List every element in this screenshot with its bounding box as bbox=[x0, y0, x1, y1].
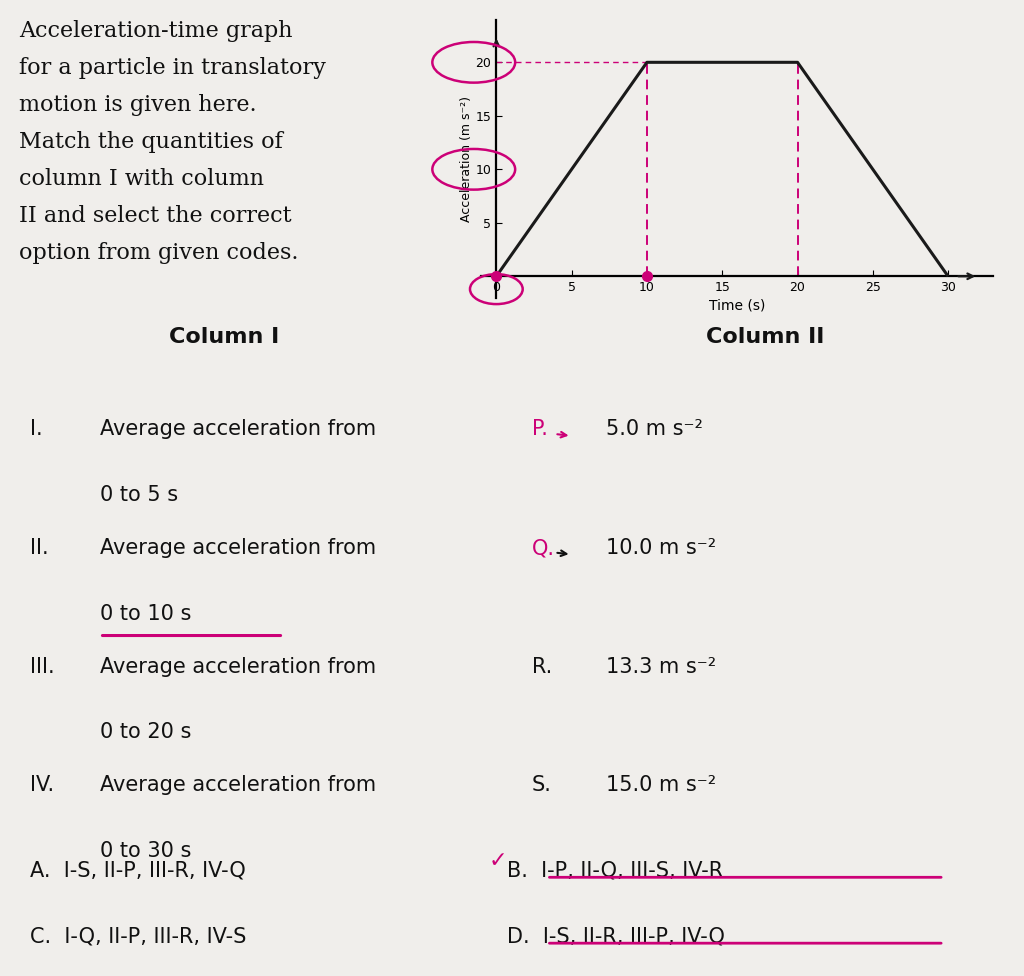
Text: II.: II. bbox=[30, 538, 49, 558]
Y-axis label: Acceleration (m s⁻²): Acceleration (m s⁻²) bbox=[460, 96, 473, 222]
Text: Match the quantities of: Match the quantities of bbox=[19, 131, 283, 153]
Text: Column II: Column II bbox=[706, 327, 824, 347]
Text: for a particle in translatory: for a particle in translatory bbox=[19, 57, 326, 79]
Text: A.  I-S, II-P, III-R, IV-Q: A. I-S, II-P, III-R, IV-Q bbox=[30, 861, 246, 880]
Text: B.  I-P, II-Q, III-S, IV-R: B. I-P, II-Q, III-S, IV-R bbox=[507, 861, 723, 880]
Text: Average acceleration from: Average acceleration from bbox=[99, 775, 376, 795]
Text: option from given codes.: option from given codes. bbox=[19, 242, 299, 264]
Text: ✓: ✓ bbox=[489, 851, 508, 871]
X-axis label: Time (s): Time (s) bbox=[709, 299, 766, 312]
Text: 10.0 m s⁻²: 10.0 m s⁻² bbox=[606, 538, 717, 558]
Text: 13.3 m s⁻²: 13.3 m s⁻² bbox=[606, 657, 717, 676]
Text: 0 to 5 s: 0 to 5 s bbox=[99, 485, 178, 506]
Text: Average acceleration from: Average acceleration from bbox=[99, 657, 376, 676]
Text: III.: III. bbox=[30, 657, 54, 676]
Text: motion is given here.: motion is given here. bbox=[19, 94, 257, 116]
Text: R.: R. bbox=[531, 657, 552, 676]
Text: 0 to 30 s: 0 to 30 s bbox=[99, 841, 191, 861]
Text: C.  I-Q, II-P, III-R, IV-S: C. I-Q, II-P, III-R, IV-S bbox=[30, 927, 247, 947]
Text: 0 to 20 s: 0 to 20 s bbox=[99, 722, 191, 743]
Text: IV.: IV. bbox=[30, 775, 54, 795]
Text: S.: S. bbox=[531, 775, 552, 795]
Text: Average acceleration from: Average acceleration from bbox=[99, 538, 376, 558]
Text: I.: I. bbox=[30, 420, 43, 439]
Text: Average acceleration from: Average acceleration from bbox=[99, 420, 376, 439]
Text: II and select the correct: II and select the correct bbox=[19, 205, 292, 227]
Text: Column I: Column I bbox=[169, 327, 280, 347]
Text: Q.: Q. bbox=[531, 538, 555, 558]
Text: 15.0 m s⁻²: 15.0 m s⁻² bbox=[606, 775, 717, 795]
Text: 5.0 m s⁻²: 5.0 m s⁻² bbox=[606, 420, 703, 439]
Text: 0 to 10 s: 0 to 10 s bbox=[99, 604, 191, 624]
Text: Acceleration-time graph: Acceleration-time graph bbox=[19, 20, 293, 42]
Text: P.: P. bbox=[531, 420, 548, 439]
Text: D.  I-S, II-R, III-P, IV-Q: D. I-S, II-R, III-P, IV-Q bbox=[507, 927, 725, 947]
Text: column I with column: column I with column bbox=[19, 168, 264, 190]
